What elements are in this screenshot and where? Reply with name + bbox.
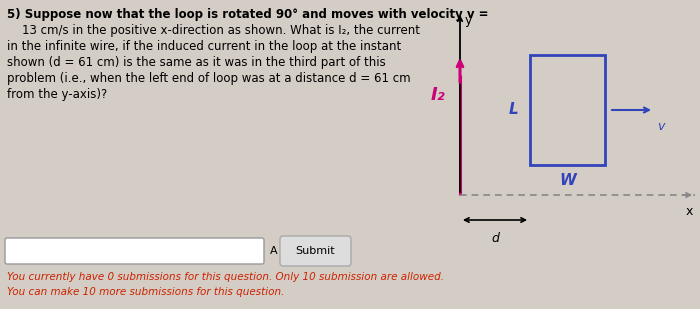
Bar [530, 55, 605, 165]
Text: in the infinite wire, if the induced current in the loop at the instant: in the infinite wire, if the induced cur… [7, 40, 401, 53]
Text: v: v [657, 120, 664, 133]
Text: 13 cm/s in the positive x-direction as shown. What is I₂, the current: 13 cm/s in the positive x-direction as s… [7, 24, 420, 37]
Text: problem (i.e., when the left end of loop was at a distance d = 61 cm: problem (i.e., when the left end of loop… [7, 72, 411, 85]
Text: You can make 10 more submissions for this question.: You can make 10 more submissions for thi… [7, 287, 284, 297]
Text: from the y-axis)?: from the y-axis)? [7, 88, 107, 101]
Text: A: A [270, 246, 278, 256]
FancyBboxPatch shape [5, 238, 264, 264]
Text: You currently have 0 submissions for this question. Only 10 submission are allow: You currently have 0 submissions for thi… [7, 272, 444, 282]
Text: L: L [508, 103, 518, 117]
Text: 5) Suppose now that the loop is rotated 90° and moves with velocity v =: 5) Suppose now that the loop is rotated … [7, 8, 489, 21]
Text: x: x [685, 205, 693, 218]
Text: I₂: I₂ [430, 86, 445, 104]
Text: y: y [465, 14, 472, 27]
Text: shown (d = 61 cm) is the same as it was in the third part of this: shown (d = 61 cm) is the same as it was … [7, 56, 386, 69]
Text: Submit: Submit [295, 246, 335, 256]
Text: W: W [559, 173, 576, 188]
FancyBboxPatch shape [280, 236, 351, 266]
Text: d: d [491, 232, 499, 245]
